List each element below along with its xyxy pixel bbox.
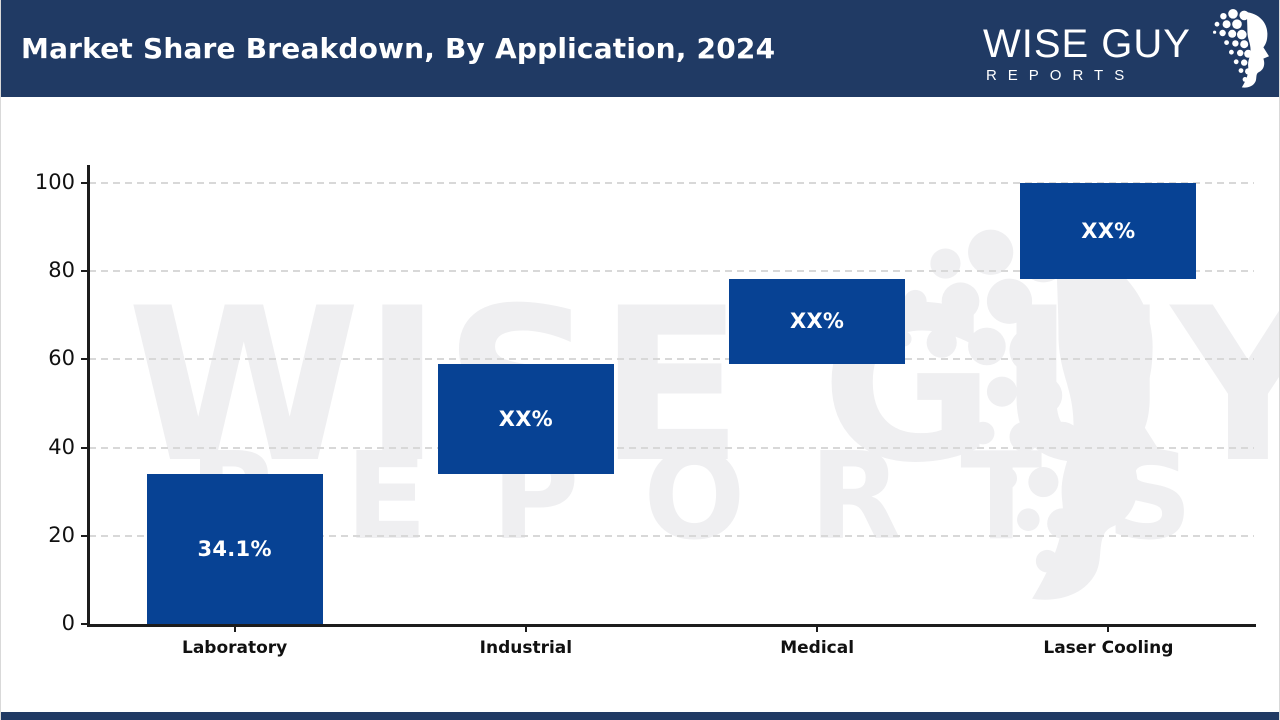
logo-head-icon	[1213, 9, 1269, 88]
bar: 34.1%	[146, 473, 323, 624]
axis-tick	[524, 624, 527, 632]
logo-text: WISE GUY REPORTS	[983, 23, 1191, 84]
y-tick-label: 40	[48, 434, 75, 459]
axis-tick	[81, 358, 89, 361]
bar-value-label: XX%	[1081, 218, 1136, 243]
x-category-label: Laser Cooling	[1043, 638, 1174, 658]
bar: XX%	[1020, 183, 1197, 279]
header: Market Share Breakdown, By Application, …	[1, 0, 1279, 97]
y-axis-line	[87, 165, 90, 626]
bar: XX%	[437, 363, 614, 474]
grid-line	[89, 270, 1254, 273]
axis-tick	[81, 446, 89, 449]
x-category-label: Industrial	[479, 638, 573, 658]
axis-tick	[1107, 624, 1110, 632]
y-tick-label: 20	[48, 522, 75, 547]
axis-tick	[233, 624, 236, 632]
grid-line	[89, 358, 1254, 361]
bar: XX%	[729, 278, 906, 364]
chart-title: Market Share Breakdown, By Application, …	[21, 32, 776, 65]
grid-line	[89, 534, 1254, 537]
grid-line	[89, 446, 1254, 449]
bar-value-label: 34.1%	[197, 536, 272, 561]
logo-subtext: REPORTS	[985, 66, 1136, 84]
y-tick-label: 100	[34, 170, 75, 194]
footer-bar	[1, 712, 1279, 720]
x-category-label: Laboratory	[181, 638, 288, 658]
axis-tick	[81, 534, 89, 537]
logo-wordmark: WISE GUY	[982, 21, 1191, 66]
x-category-label: Medical	[780, 638, 855, 658]
axis-tick	[816, 624, 819, 632]
x-axis-line	[87, 624, 1256, 627]
wiseguy-logo: WISE GUY REPORTS	[983, 6, 1273, 94]
y-tick-label: 60	[48, 346, 75, 371]
y-tick-label: 80	[48, 258, 75, 283]
axis-tick	[81, 182, 89, 184]
y-tick-label: 0	[61, 611, 75, 635]
bar-value-label: XX%	[498, 406, 554, 431]
axis-tick	[81, 623, 89, 625]
grid-line	[89, 182, 1254, 184]
bar-value-label: XX%	[789, 309, 845, 334]
axis-tick	[81, 270, 89, 273]
